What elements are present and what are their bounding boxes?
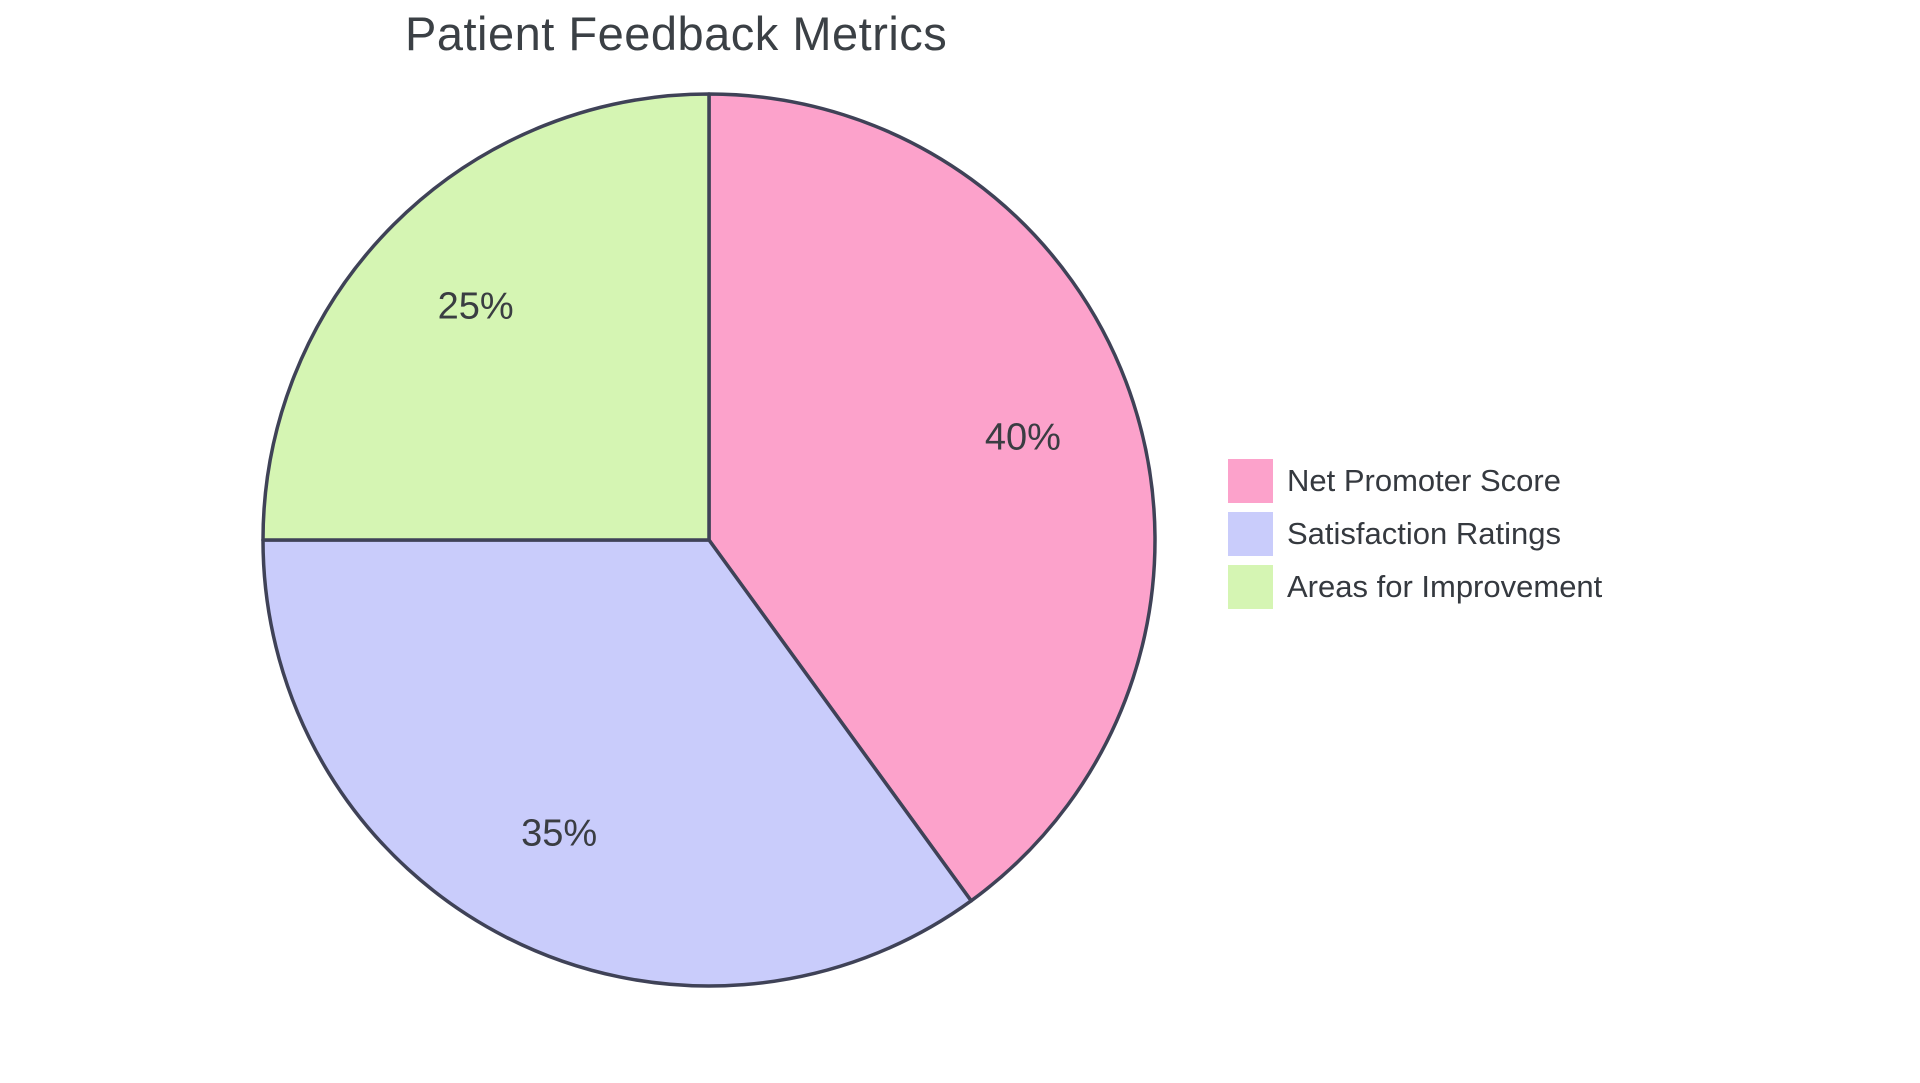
pie-slice-1[interactable] <box>261 538 973 988</box>
pie-slice-2[interactable] <box>261 92 711 542</box>
legend-label: Net Promoter Score <box>1287 463 1561 498</box>
pie-slice-0[interactable] <box>707 92 1157 903</box>
legend-swatch <box>1228 459 1273 503</box>
legend: Net Promoter Score Satisfaction Ratings … <box>1228 459 1602 609</box>
legend-item-areas-for-improvement[interactable]: Areas for Improvement <box>1228 565 1602 609</box>
legend-swatch <box>1228 512 1273 556</box>
legend-item-satisfaction-ratings[interactable]: Satisfaction Ratings <box>1228 512 1602 556</box>
legend-label: Areas for Improvement <box>1287 569 1603 604</box>
legend-item-net-promoter-score[interactable]: Net Promoter Score <box>1228 459 1602 503</box>
legend-swatch <box>1228 565 1273 609</box>
legend-label: Satisfaction Ratings <box>1287 516 1561 551</box>
chart-title: Patient Feedback Metrics <box>405 7 948 60</box>
